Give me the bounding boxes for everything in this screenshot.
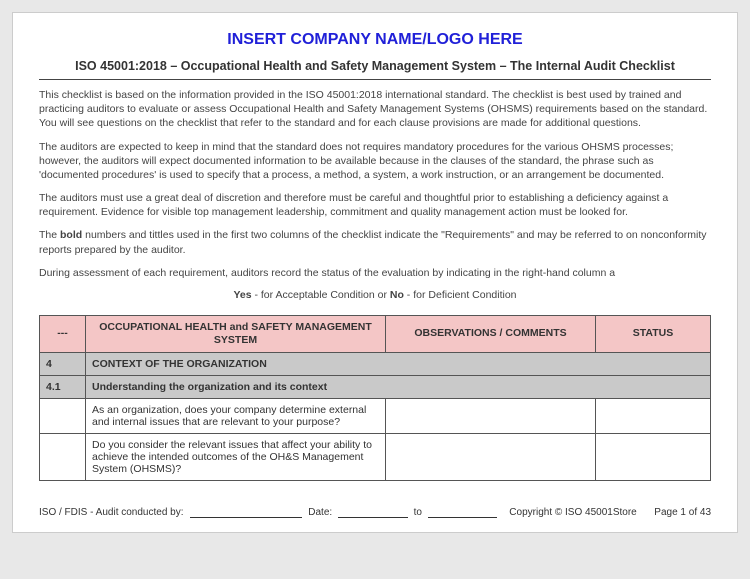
title-divider — [39, 79, 711, 80]
intro-p4-prefix: The — [39, 229, 60, 241]
row-status[interactable] — [596, 399, 711, 434]
footer-blank-auditor — [190, 508, 303, 518]
document-title: ISO 45001:2018 – Occupational Health and… — [39, 59, 711, 73]
footer-blank-date1 — [338, 508, 407, 518]
row-number: 4 — [40, 353, 86, 376]
footer-copyright: Copyright © ISO 45001Store — [509, 507, 636, 518]
footer-blank-date2 — [428, 508, 497, 518]
col-header-main: OCCUPATIONAL HEALTH and SAFETY MANAGEMEN… — [86, 315, 386, 352]
legend-line: Yes - for Acceptable Condition or No - f… — [39, 289, 711, 301]
intro-p4-suffix: numbers and tittles used in the first tw… — [39, 229, 707, 255]
row-observations[interactable] — [386, 434, 596, 481]
col-header-status: STATUS — [596, 315, 711, 352]
row-number: 4.1 — [40, 376, 86, 399]
table-row: As an organization, does your company de… — [40, 399, 711, 434]
footer-to-label: to — [414, 507, 422, 518]
table-header-row: --- OCCUPATIONAL HEALTH and SAFETY MANAG… — [40, 315, 711, 352]
checklist-table: --- OCCUPATIONAL HEALTH and SAFETY MANAG… — [39, 315, 711, 481]
intro-p4: The bold numbers and tittles used in the… — [39, 228, 711, 256]
page-footer: ISO / FDIS - Audit conducted by: Date: t… — [39, 507, 711, 518]
table-row: Do you consider the relevant issues that… — [40, 434, 711, 481]
row-question: Do you consider the relevant issues that… — [86, 434, 386, 481]
legend-no: No — [390, 289, 404, 301]
intro-block: This checklist is based on the informati… — [39, 88, 711, 280]
company-placeholder: INSERT COMPANY NAME/LOGO HERE — [39, 31, 711, 49]
document-page: INSERT COMPANY NAME/LOGO HERE ISO 45001:… — [12, 12, 738, 533]
table-section-row: 4CONTEXT OF THE ORGANIZATION — [40, 353, 711, 376]
row-number — [40, 434, 86, 481]
row-number — [40, 399, 86, 434]
intro-p2: The auditors are expected to keep in min… — [39, 140, 711, 183]
table-section-row: 4.1Understanding the organization and it… — [40, 376, 711, 399]
intro-p3: The auditors must use a great deal of di… — [39, 191, 711, 219]
intro-p4-bold: bold — [60, 229, 82, 241]
col-header-num: --- — [40, 315, 86, 352]
row-title: Understanding the organization and its c… — [86, 376, 711, 399]
row-question: As an organization, does your company de… — [86, 399, 386, 434]
footer-left: ISO / FDIS - Audit conducted by: — [39, 507, 184, 518]
intro-p1: This checklist is based on the informati… — [39, 88, 711, 131]
legend-yes: Yes — [233, 289, 251, 301]
footer-date-label: Date: — [308, 507, 332, 518]
col-header-obs: OBSERVATIONS / COMMENTS — [386, 315, 596, 352]
table-body: 4CONTEXT OF THE ORGANIZATION4.1Understan… — [40, 353, 711, 481]
intro-p5: During assessment of each requirement, a… — [39, 266, 711, 280]
row-observations[interactable] — [386, 399, 596, 434]
row-status[interactable] — [596, 434, 711, 481]
legend-yes-text: - for Acceptable Condition or — [252, 289, 390, 301]
row-title: CONTEXT OF THE ORGANIZATION — [86, 353, 711, 376]
legend-no-text: - for Deficient Condition — [404, 289, 517, 301]
footer-page: Page 1 of 43 — [654, 507, 711, 518]
